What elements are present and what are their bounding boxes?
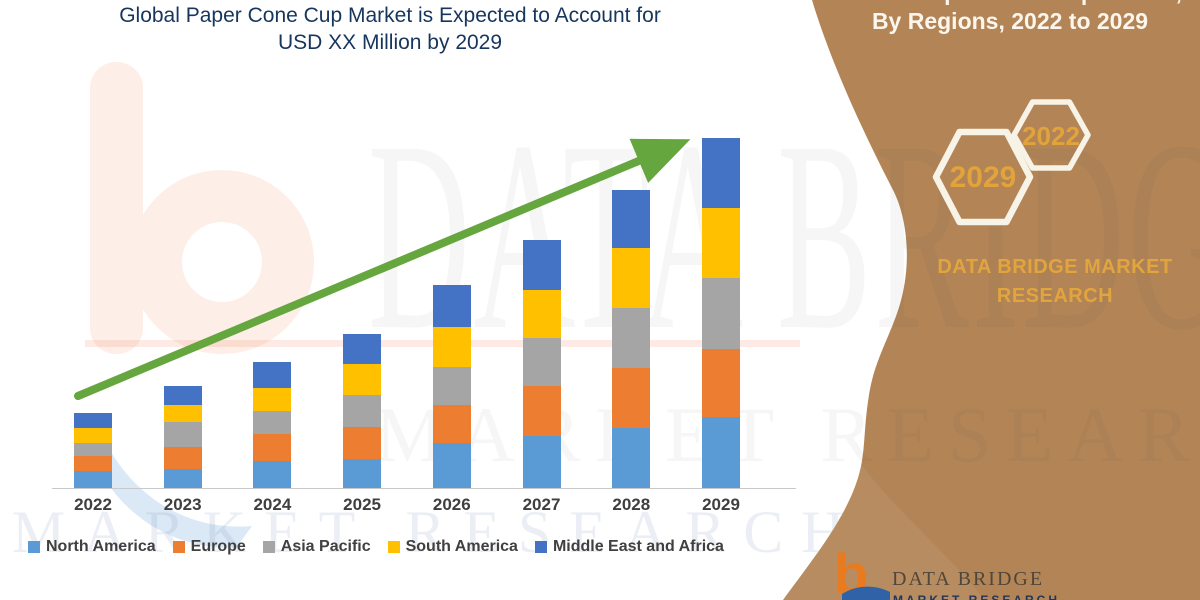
legend-item-europe: Europe — [172, 538, 246, 556]
bar-segment-south-america — [74, 428, 112, 443]
bar-segment-south-america — [432, 327, 471, 367]
x-axis-label: 2022 — [74, 495, 112, 514]
bar-segment-asia-pacific — [522, 338, 561, 386]
footer-subtext: MARKET RESEARCH — [893, 593, 1061, 600]
panel-brand-text: DATA BRIDGE MARKET RESEARCH — [930, 253, 1180, 311]
legend-item-north-america: North America — [28, 538, 156, 556]
legend-swatch-icon — [534, 541, 547, 553]
x-axis-label: 2023 — [163, 495, 202, 514]
chart-legend: North America Europe Asia Pacific South Ame… — [28, 538, 724, 556]
bar-segment-middle-east-and-africa — [432, 285, 471, 327]
year-hexagons — [932, 99, 1091, 226]
footer-logo-swoosh-icon — [842, 586, 890, 600]
bar-segment-middle-east-and-africa — [702, 138, 740, 208]
data-bridge-b-watermark — [0, 0, 400, 585]
panel-brand-line2: RESEARCH — [996, 285, 1114, 307]
bar-segment-europe — [343, 427, 382, 459]
x-axis-label: 2024 — [253, 495, 292, 514]
legend-label: South America — [405, 538, 518, 555]
bar-segment-north-america — [522, 436, 561, 488]
bar-segment-middle-east-and-africa — [163, 386, 202, 405]
footer-wordmark: DATA BRIDGE — [892, 568, 1045, 590]
bar-segment-middle-east-and-africa — [522, 240, 561, 290]
x-axis-label: 2025 — [343, 495, 381, 514]
bar-segment-north-america — [343, 459, 382, 488]
bar-segment-north-america — [74, 471, 112, 488]
bar-segment-north-america — [253, 461, 292, 488]
bar-segment-south-america — [612, 248, 651, 308]
bar-segment-asia-pacific — [343, 395, 382, 427]
bar-segment-north-america — [612, 428, 651, 488]
legend-label: Asia Pacific — [280, 538, 371, 555]
bar-segment-middle-east-and-africa — [253, 362, 292, 388]
bar-segment-asia-pacific — [74, 443, 112, 456]
hexagon-year-2022: 2022 — [1022, 121, 1080, 151]
x-axis-label: 2029 — [702, 495, 740, 514]
panel-heading: By Regions, 2022 to 2029 — [871, 8, 1149, 34]
bar-segment-north-america — [432, 443, 471, 488]
legend-item-south-america: South America — [387, 538, 518, 556]
hexagon-year-2029: 2029 — [949, 161, 1017, 194]
bar-segment-europe — [522, 386, 561, 436]
bar-segment-south-america — [253, 388, 292, 411]
x-axis-label: 2028 — [612, 495, 651, 514]
bar-segment-europe — [702, 349, 740, 417]
bar-segment-asia-pacific — [253, 411, 292, 434]
legend-item-middle-east-and-africa: Middle East and Africa — [534, 538, 724, 556]
chart-title-line2: USD XX Million by 2029 — [277, 31, 503, 54]
hexagon-2022 — [1011, 99, 1091, 171]
legend-swatch-icon — [28, 541, 40, 553]
bar-segment-north-america — [702, 417, 740, 488]
legend-label: Middle East and Africa — [552, 538, 724, 555]
chart-title-line1: Global Paper Cone Cup Market is Expected… — [119, 4, 661, 27]
chart-title: Global Paper Cone Cup Market is Expected… — [0, 2, 780, 56]
bar-segment-asia-pacific — [702, 278, 740, 349]
x-axis-label: 2027 — [522, 495, 561, 514]
legend-item-asia-pacific: Asia Pacific — [262, 538, 371, 556]
bar-segment-asia-pacific — [612, 308, 651, 368]
bar-segment-south-america — [702, 208, 740, 278]
legend-label: Europe — [190, 538, 246, 555]
panel-heading-cutoff: Global Paper Cone Cup Market, — [830, 0, 1190, 6]
bar-segment-north-america — [163, 469, 202, 488]
legend-label: North America — [46, 538, 156, 555]
bar-segment-middle-east-and-africa — [343, 334, 382, 364]
bar-segment-middle-east-and-africa — [74, 413, 112, 428]
bar-segment-europe — [163, 447, 202, 469]
bar-segment-south-america — [343, 364, 382, 395]
legend-swatch-icon — [387, 541, 400, 553]
x-axis-line — [52, 488, 796, 489]
panel-brand-line1: DATA BRIDGE MARKET — [937, 256, 1173, 278]
legend-swatch-icon — [172, 541, 185, 553]
x-axis-label: 2026 — [432, 495, 471, 514]
bar-segment-europe — [432, 405, 471, 443]
bar-segment-middle-east-and-africa — [612, 190, 651, 248]
legend-swatch-icon — [262, 541, 275, 553]
bar-segment-asia-pacific — [432, 367, 471, 405]
market-research-bottom-watermark: MARKET RESEARCH — [12, 499, 863, 565]
bar-segment-europe — [74, 456, 112, 471]
hexagon-2029 — [932, 128, 1034, 226]
bar-segment-europe — [253, 434, 292, 461]
bar-segment-europe — [612, 368, 651, 428]
bar-segment-south-america — [163, 405, 202, 422]
bar-segment-asia-pacific — [163, 422, 202, 447]
panel-edge-highlight — [783, 460, 985, 600]
bar-segment-south-america — [522, 290, 561, 338]
